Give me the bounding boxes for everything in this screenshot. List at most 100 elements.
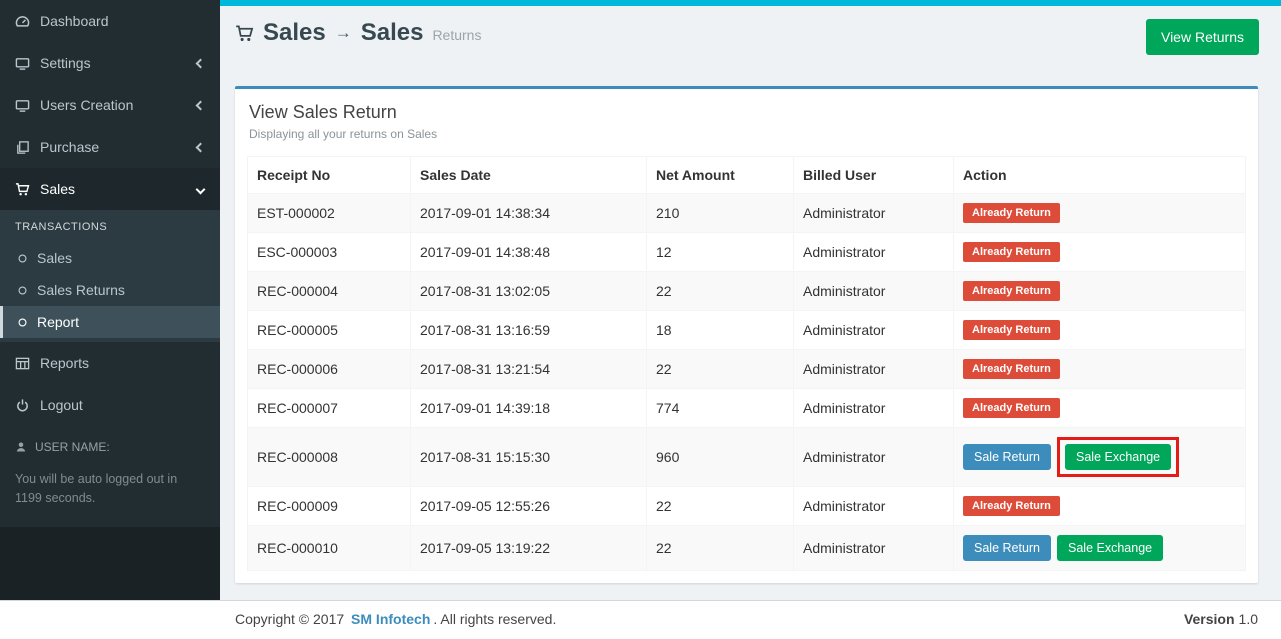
- already-return-badge: Already Return: [963, 496, 1060, 516]
- view-returns-button[interactable]: View Returns: [1145, 19, 1259, 55]
- cell-action: Already Return: [953, 388, 1246, 428]
- version-label: Version: [1183, 611, 1235, 627]
- chevron-left-icon: [195, 142, 206, 152]
- circle-icon: [17, 285, 28, 296]
- transactions-section-header: TRANSACTIONS: [15, 221, 108, 233]
- cell-sales-date: 2017-09-01 14:38:34: [410, 193, 647, 233]
- sale-exchange-button[interactable]: Sale Exchange: [1057, 535, 1164, 561]
- cart-icon: [15, 182, 30, 197]
- sidebar-item-purchase[interactable]: Purchase: [0, 126, 220, 168]
- auto-logout-notice: You will be auto logged out in 1199 seco…: [15, 472, 178, 506]
- user-icon: [15, 441, 27, 453]
- cell-net-amount: 960: [646, 427, 794, 487]
- column-header-billed-user: Billed User: [793, 156, 954, 194]
- cell-action: Already Return: [953, 349, 1246, 389]
- sidebar-item-dashboard[interactable]: Dashboard: [0, 0, 220, 42]
- cell-billed-user: Administrator: [793, 349, 954, 389]
- table-row: REC-000009 2017-09-05 12:55:26 22 Administr…: [247, 486, 1246, 526]
- column-header-net-amount: Net Amount: [646, 156, 794, 194]
- cell-receipt-no: REC-000005: [247, 310, 411, 350]
- sidebar-subitem-label: Sales Returns: [37, 282, 125, 298]
- sidebar-subitem-report[interactable]: Report: [0, 306, 220, 338]
- sidebar-subitem-label: Sales: [37, 250, 73, 266]
- main-area: Sales → Sales Returns View Returns View …: [220, 0, 1281, 600]
- sale-return-button[interactable]: Sale Return: [963, 443, 1052, 470]
- sidebar-item-sales[interactable]: Sales: [0, 168, 220, 210]
- cell-sales-date: 2017-09-05 13:19:22: [410, 525, 647, 571]
- copyright-text: Copyright © 2017 SM Infotech. All rights…: [235, 611, 559, 639]
- sidebar-item-settings[interactable]: Settings: [0, 42, 220, 84]
- card-header: View Sales Return Displaying all your re…: [235, 89, 1258, 144]
- cell-net-amount: 22: [646, 349, 794, 389]
- dashboard-icon: [15, 14, 30, 29]
- cart-icon: [235, 24, 254, 43]
- sidebar-item-label: Users Creation: [40, 97, 134, 113]
- already-return-badge: Already Return: [963, 359, 1060, 379]
- table-row: REC-000005 2017-08-31 13:16:59 18 Administr…: [247, 310, 1246, 350]
- column-header-receipt-no: Receipt No: [247, 156, 411, 194]
- sidebar-subitem-sales-returns[interactable]: Sales Returns: [0, 274, 220, 306]
- sidebar-item-logout[interactable]: Logout: [0, 384, 220, 426]
- table-header-row: Receipt No Sales Date Net Amount Billed …: [247, 156, 1246, 194]
- company-link[interactable]: SM Infotech: [351, 611, 431, 627]
- top-accent-bar: [220, 0, 1281, 6]
- cell-receipt-no: REC-000004: [247, 271, 411, 311]
- user-name-label: USER NAME:: [35, 440, 110, 454]
- sidebar-item-reports[interactable]: Reports: [0, 342, 220, 384]
- sale-return-button[interactable]: Sale Return: [963, 535, 1052, 561]
- page-header: Sales → Sales Returns View Returns: [220, 6, 1281, 55]
- cell-sales-date: 2017-09-01 14:38:48: [410, 232, 647, 272]
- version-value: 1.0: [1238, 611, 1258, 627]
- sidebar-item-label: Sales: [40, 181, 76, 197]
- breadcrumb-section: Sales: [263, 19, 326, 46]
- sidebar-subitem-label: Report: [37, 314, 80, 330]
- sidebar-filler: [0, 526, 220, 600]
- cell-sales-date: 2017-08-31 13:02:05: [410, 271, 647, 311]
- cell-sales-date: 2017-08-31 13:21:54: [410, 349, 647, 389]
- cell-net-amount: 12: [646, 232, 794, 272]
- chevron-left-icon: [195, 58, 206, 68]
- cell-receipt-no: EST-000002: [247, 193, 411, 233]
- column-header-sales-date: Sales Date: [410, 156, 647, 194]
- cell-net-amount: 774: [646, 388, 794, 428]
- sidebar-item-users-creation[interactable]: Users Creation: [0, 84, 220, 126]
- cell-net-amount: 22: [646, 271, 794, 311]
- chevron-left-icon: [195, 100, 206, 110]
- card-title: View Sales Return: [249, 102, 397, 122]
- sales-returns-table: Receipt No Sales Date Net Amount Billed …: [247, 156, 1246, 571]
- cell-net-amount: 210: [646, 193, 794, 233]
- table-row: REC-000008 2017-08-31 15:15:30 960 Administ…: [247, 427, 1246, 487]
- sidebar-item-label: Settings: [40, 55, 91, 71]
- sales-returns-table-body: EST-000002 2017-09-01 14:38:34 210 Administ…: [247, 193, 1246, 571]
- cell-sales-date: 2017-09-05 12:55:26: [410, 486, 647, 526]
- table-row: REC-000010 2017-09-05 13:19:22 22 Administr…: [247, 525, 1246, 571]
- sidebar-transactions-section: TRANSACTIONS Sales Sales Returns Report: [0, 210, 220, 342]
- sidebar-subitem-sales[interactable]: Sales: [0, 242, 220, 274]
- chevron-down-icon: [195, 184, 206, 195]
- cell-billed-user: Administrator: [793, 271, 954, 311]
- table-row: REC-000006 2017-08-31 13:21:54 22 Administr…: [247, 349, 1246, 389]
- cell-receipt-no: ESC-000003: [247, 232, 411, 272]
- annotation-highlight-box: Sale Exchange: [1057, 437, 1180, 477]
- already-return-badge: Already Return: [963, 203, 1060, 223]
- breadcrumb-page: Sales: [360, 19, 424, 46]
- cell-billed-user: Administrator: [793, 525, 954, 571]
- cell-action: Already Return: [953, 486, 1246, 526]
- monitor-icon: [15, 98, 30, 113]
- circle-icon: [17, 317, 28, 328]
- cell-sales-date: 2017-08-31 13:16:59: [410, 310, 647, 350]
- cell-net-amount: 22: [646, 525, 794, 571]
- version-text: Version 1.0: [1184, 611, 1258, 639]
- table-row: ESC-000003 2017-09-01 14:38:48 12 Administr…: [247, 232, 1246, 272]
- sale-exchange-button[interactable]: Sale Exchange: [1065, 444, 1172, 470]
- monitor-icon: [15, 56, 30, 71]
- cell-net-amount: 22: [646, 486, 794, 526]
- power-icon: [15, 398, 30, 413]
- already-return-badge: Already Return: [963, 398, 1060, 418]
- table-icon: [15, 356, 30, 371]
- already-return-badge: Already Return: [963, 320, 1060, 340]
- cell-billed-user: Administrator: [793, 486, 954, 526]
- cell-receipt-no: REC-000006: [247, 349, 411, 389]
- sidebar-item-label: Logout: [40, 397, 83, 413]
- circle-icon: [17, 253, 28, 264]
